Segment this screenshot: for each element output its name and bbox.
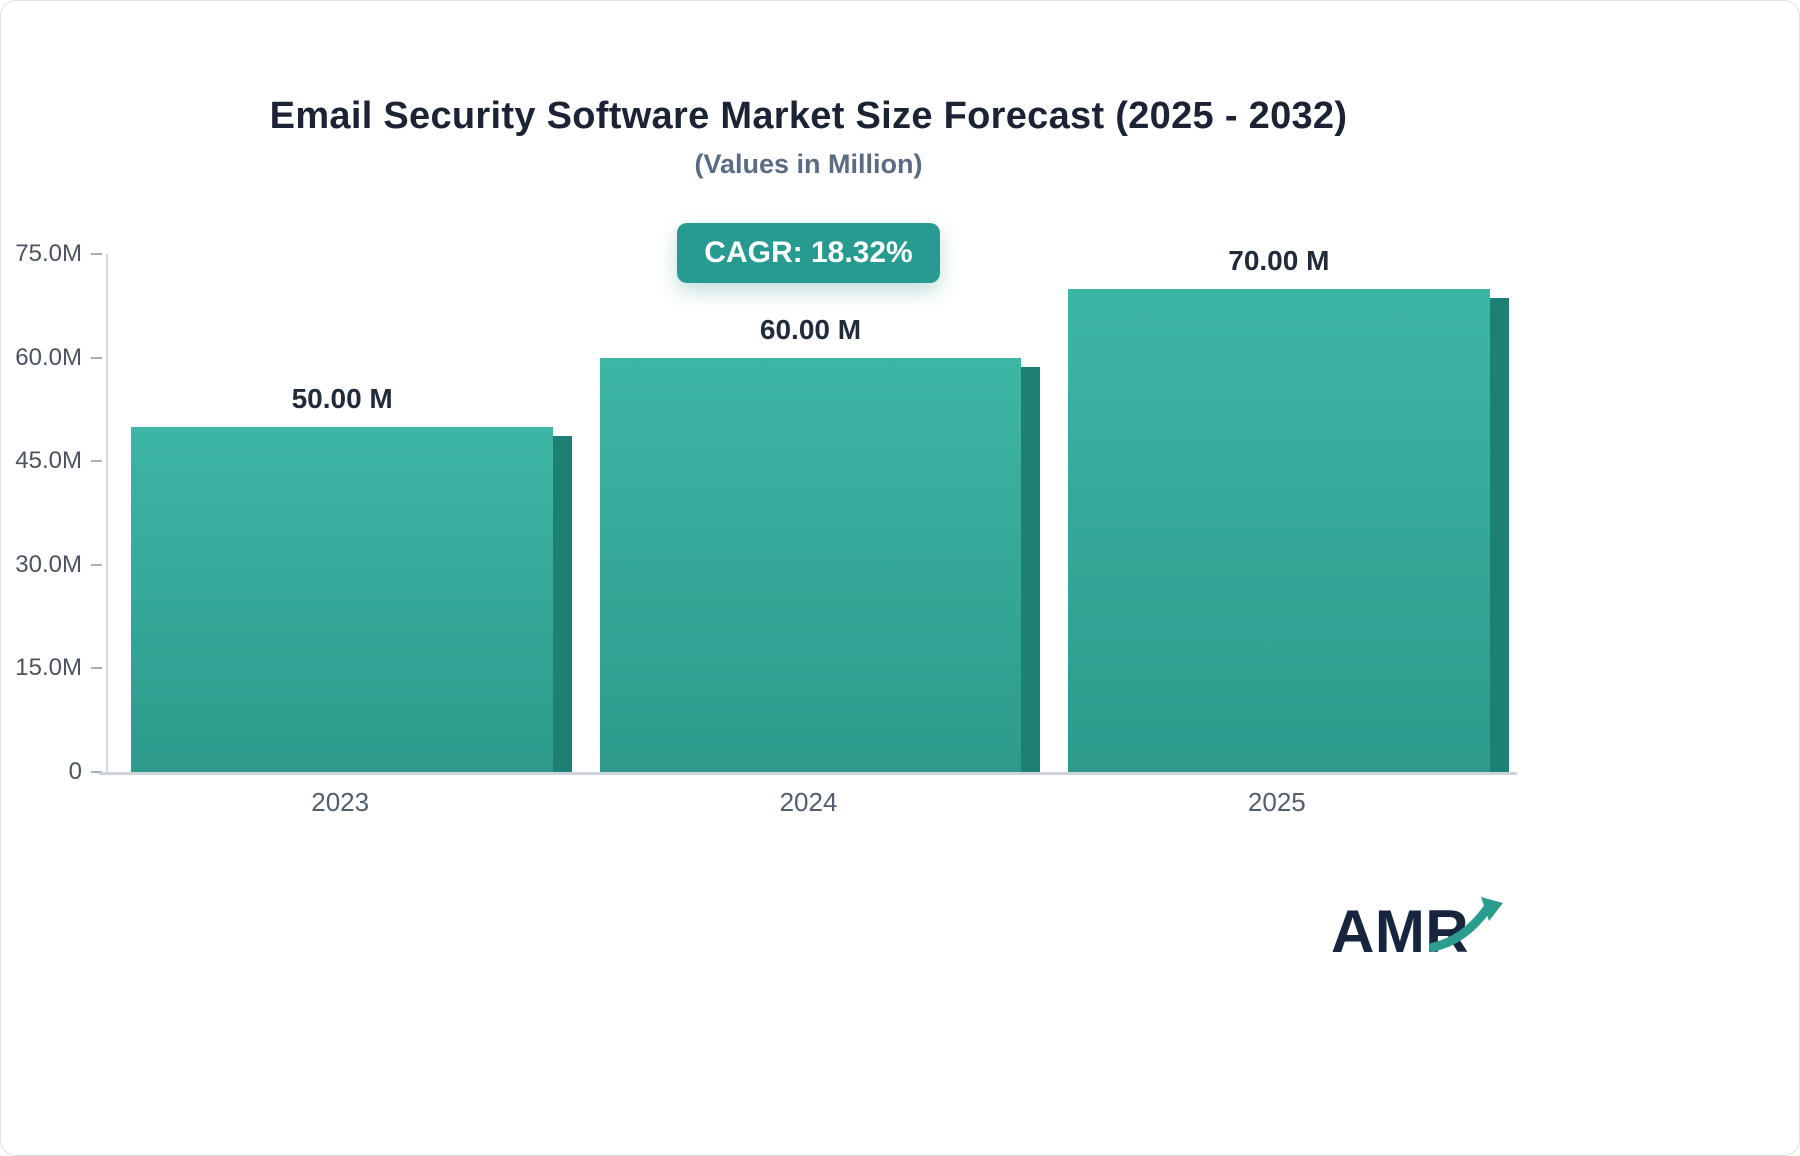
y-tick-label: 45.0M xyxy=(15,447,82,475)
y-tick: 0 xyxy=(69,758,102,786)
y-tick: 30.0M xyxy=(15,551,102,579)
y-tick: 45.0M xyxy=(15,447,102,475)
x-axis-labels: 2023 2024 2025 xyxy=(106,787,1511,827)
y-tick-label: 0 xyxy=(68,758,82,785)
y-tick-mark xyxy=(91,563,102,566)
cagr-badge-band: CAGR: 18.32% xyxy=(1,223,1616,283)
bar-value-label: 60.00 M xyxy=(759,313,862,345)
y-tick-mark xyxy=(91,253,102,255)
y-tick: 15.0M xyxy=(15,654,102,682)
y-axis: 0 15.0M 30.0M 45.0M 60.0M 75.0M xyxy=(1,240,102,785)
cagr-badge: CAGR: 18.32% xyxy=(677,223,940,283)
y-tick-label: 75.0M xyxy=(15,240,82,267)
x-axis-label: 2025 xyxy=(1247,787,1306,817)
bar-value-label: 70.00 M xyxy=(1228,244,1330,276)
y-tick-label: 15.0M xyxy=(15,654,82,682)
y-tick-mark xyxy=(91,667,102,670)
y-tick-mark xyxy=(91,356,102,359)
x-axis-label: 2024 xyxy=(779,787,838,817)
bar-2023 xyxy=(131,426,553,772)
amr-logo: AMR xyxy=(1331,897,1503,975)
growth-arrow-icon xyxy=(1429,897,1503,952)
y-tick-label: 30.0M xyxy=(15,550,82,578)
chart-title: Email Security Software Market Size Fore… xyxy=(269,95,1348,137)
bar-side-shadow xyxy=(1021,366,1041,772)
bar-side-shadow xyxy=(1489,297,1509,772)
bar-value-label: 50.00 M xyxy=(291,382,393,414)
chart-subtitle: (Values in Million) xyxy=(694,149,923,179)
bar-2024 xyxy=(599,357,1022,772)
x-axis-line xyxy=(99,772,1517,775)
y-tick-label: 60.0M xyxy=(15,343,82,371)
bar-side-shadow xyxy=(552,435,572,772)
plot-area: 50.00 M 60.00 M 70.00 M xyxy=(106,245,1511,772)
y-tick-mark xyxy=(91,771,102,773)
bar-2025 xyxy=(1068,288,1490,772)
y-tick: 60.0M xyxy=(15,344,102,372)
amr-logo-text: AMR xyxy=(1331,898,1470,965)
x-axis-label: 2023 xyxy=(311,787,370,817)
y-tick-mark xyxy=(91,460,102,463)
y-tick: 75.0M xyxy=(15,240,102,268)
